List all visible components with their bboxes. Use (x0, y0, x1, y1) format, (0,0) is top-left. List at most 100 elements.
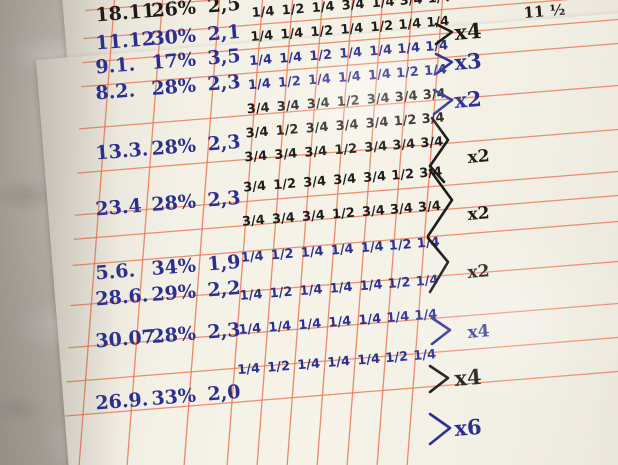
fraction-cell: 1/4 (248, 76, 272, 93)
fraction-cell: 1/4 (360, 239, 384, 256)
fraction-cell: 1/4 (251, 4, 275, 21)
fraction-cell: 1/4 (357, 352, 381, 369)
fraction-cell: 1/4 (329, 280, 353, 297)
fraction-cell: 1/4 (240, 249, 264, 266)
bracket-chevron (426, 168, 454, 238)
bracket-chevron (428, 364, 450, 394)
ruled-line (60, 128, 618, 176)
cell-value: 2,3 (207, 131, 242, 156)
cell-value: 1,9 (207, 251, 242, 276)
fraction-cell: 3/4 (306, 96, 330, 113)
fraction-cell: 1/2 (334, 142, 358, 159)
fraction-cell: 3/4 (302, 208, 326, 225)
fraction-cell: 1/2 (396, 65, 420, 82)
fraction-cell: 1/4 (250, 28, 274, 45)
grid-line (225, 0, 265, 465)
fraction-cell: 1/4 (427, 0, 451, 7)
fraction-cell: 1/4 (280, 26, 304, 43)
grid-line (125, 0, 165, 465)
fraction-cell: 3/4 (335, 117, 359, 134)
fraction-cell: 1/4 (371, 0, 395, 11)
fraction-cell: 3/4 (272, 211, 296, 228)
ruled-line (60, 194, 618, 242)
cell-percent: 28% (151, 190, 197, 215)
multiplier-label: x3 (453, 48, 482, 75)
fraction-cell: 3/4 (420, 135, 444, 152)
fraction-cell: 1/2 (270, 247, 294, 264)
cell-percent: 28% (151, 322, 197, 347)
fraction-cell: 3/4 (422, 86, 446, 103)
cell-value: 3,5 (207, 45, 242, 70)
fraction-cell: 1/4 (369, 43, 393, 60)
fraction-cell: 3/4 (243, 179, 267, 196)
cell-date: 28.6. (95, 284, 149, 310)
fraction-cell: 3/4 (333, 172, 357, 189)
fraction-cell: 1/4 (328, 314, 352, 331)
fraction-cell: 3/4 (303, 174, 327, 191)
fraction-cell: 3/4 (246, 101, 270, 118)
ruled-line (60, 0, 618, 42)
fraction-cell: 1/4 (397, 40, 421, 57)
fraction-cell: 3/4 (364, 139, 388, 156)
fraction-cell: 3/4 (365, 115, 389, 132)
ruled-line (60, 42, 618, 90)
bracket-chevron (430, 316, 452, 346)
fraction-cell: 1/2 (370, 19, 394, 36)
cell-date: 26.9. (95, 388, 149, 414)
top-right-note: 11 ½ (523, 1, 566, 22)
fraction-cell: 1/4 (413, 347, 437, 364)
fraction-cell: 1/4 (386, 309, 410, 326)
cell-value: 2,2 (207, 277, 242, 302)
fraction-cell: 1/4 (340, 21, 364, 38)
bracket-marks: x4 x3 x2 x2 x2 x2 x4 x4 x6 (426, 18, 491, 446)
fraction-cell: 3/4 (305, 120, 329, 137)
fraction-cell: 3/4 (394, 89, 418, 106)
cell-value: 2,3 (207, 187, 242, 212)
multiplier-label: x6 (453, 414, 482, 441)
grid-line (315, 0, 355, 465)
cell-date: 18.11 (95, 0, 156, 27)
fraction-cell: 3/4 (366, 91, 390, 108)
cell-date: 9.1. (95, 53, 136, 78)
grid-line (255, 0, 295, 465)
fraction-cell: 3/4 (362, 203, 386, 220)
fraction-cell: 1/4 (298, 316, 322, 333)
cell-percent: 30% (151, 24, 197, 49)
fraction-cell: 1/2 (393, 113, 417, 130)
ruled-line (60, 220, 618, 268)
cell-value: 2,0 (207, 381, 242, 406)
cell-value: 2,3 (207, 319, 242, 344)
cell-date: 5.6. (95, 259, 136, 284)
fraction-cell: 3/4 (244, 149, 268, 166)
ruled-line (60, 18, 618, 66)
ruled-line (60, 370, 618, 418)
fraction-cell: 1/4 (424, 62, 448, 79)
fraction-cell: 3/4 (390, 201, 414, 218)
fraction-cell: 1/4 (330, 242, 354, 259)
ruled-lines (60, 0, 618, 418)
fraction-cell: 1/4 (339, 45, 363, 62)
fraction-cell: 1/4 (414, 307, 438, 324)
bracket-chevron (434, 22, 454, 46)
cell-date: 23.4 (95, 195, 143, 221)
grid-line (285, 0, 325, 465)
fraction-cell: 1/4 (311, 0, 335, 16)
multiplier-label: x4 (453, 18, 482, 45)
fraction-cell: 1/2 (310, 23, 334, 40)
multiplier-label: x2 (453, 86, 482, 113)
cell-value: 2,5 (207, 0, 242, 17)
fraction-cell: 3/4 (304, 144, 328, 161)
grid-line (77, 0, 117, 465)
cell-date: 30.07. (95, 325, 163, 352)
cell-date: 8.2. (95, 79, 136, 104)
fraction-grid-handwriting: 1/41/21/43/41/43/41/41/41/41/21/41/21/41… (237, 0, 451, 378)
cell-value: 2,3 (207, 71, 242, 96)
fraction-cell: 1/2 (273, 176, 297, 193)
bracket-chevron (426, 236, 450, 294)
fraction-cell: 1/4 (237, 361, 261, 378)
fraction-cell: 1/4 (308, 72, 332, 89)
multiplier-label: x2 (467, 146, 491, 168)
fraction-cell: 1/2 (388, 237, 412, 254)
